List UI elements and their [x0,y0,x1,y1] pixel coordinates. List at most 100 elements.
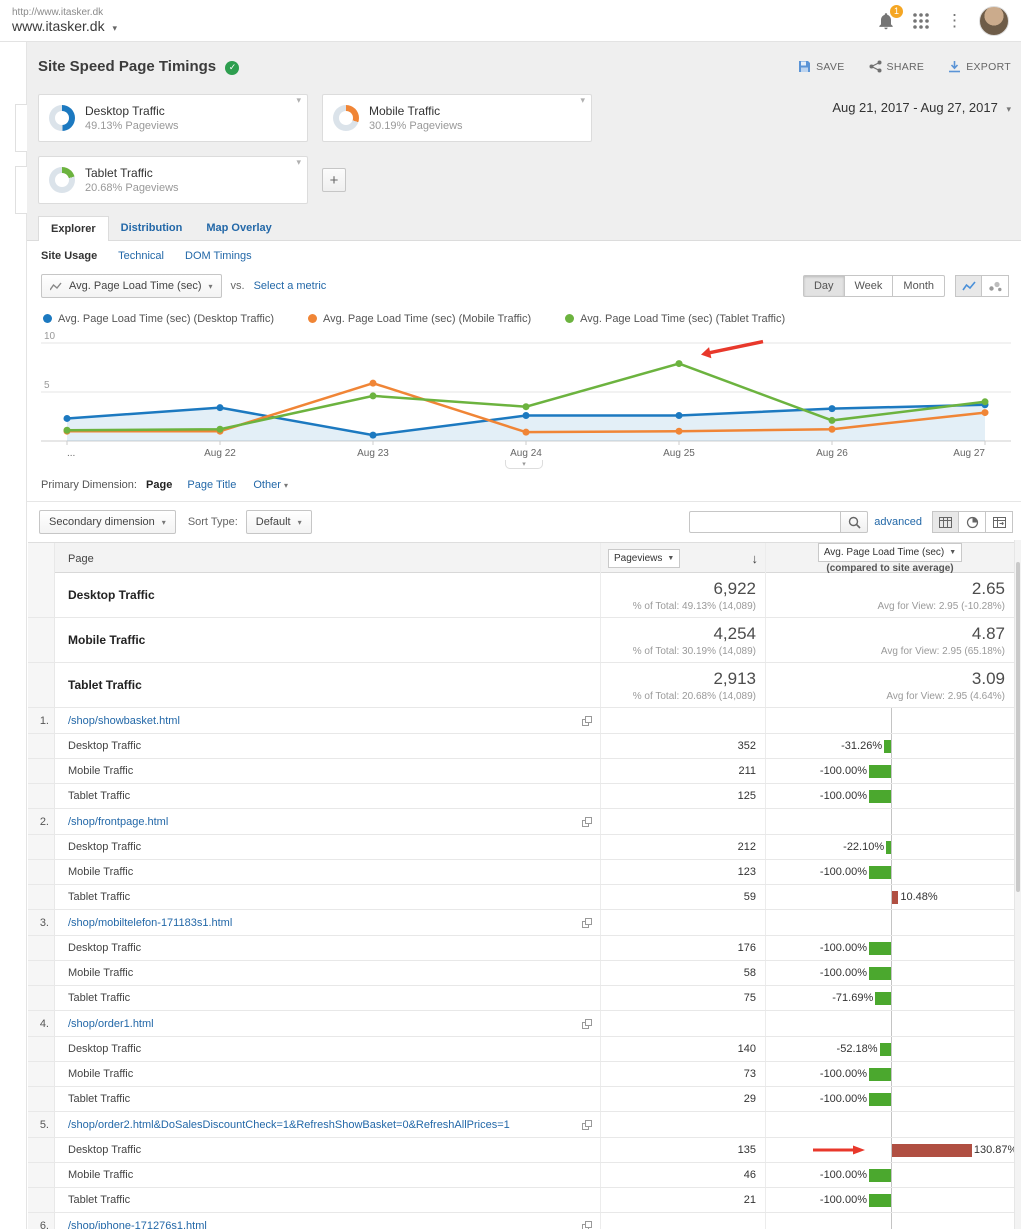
delta-positive-zone [891,1011,1014,1036]
delta-value: -100.00% [819,942,867,954]
open-in-new-icon[interactable] [582,816,592,827]
clipped-segment-card [15,166,27,214]
vertical-scrollbar[interactable] [1014,540,1021,1229]
percentage-view-button[interactable] [959,511,986,533]
pageviews-column-selector[interactable]: Pageviews ▼ [608,549,681,568]
page-link[interactable]: /shop/mobiltelefon-171183s1.html [68,916,233,929]
delta-cell [765,1112,1014,1137]
apps-grid-button[interactable] [912,12,930,30]
pageviews-cell [600,1213,765,1229]
granularity-day[interactable]: Day [802,275,845,297]
search-input[interactable] [689,511,842,533]
subtab-site-usage[interactable]: Site Usage [41,250,98,262]
row-index-cell [28,759,55,783]
timeline-chart[interactable]: 5 10... Aug 22 Aug 23 Aug 24 Aug 25 Aug 26 Aug … [41,329,1011,462]
metric-column-selector[interactable]: Avg. Page Load Time (sec) ▼ [817,543,963,562]
page-link[interactable]: /shop/showbasket.html [68,714,180,727]
search-button[interactable] [841,511,869,533]
segment-label: Tablet Traffic [68,790,131,802]
date-range-selector[interactable]: Aug 21, 2017 - Aug 27, 2017 ▾ [832,100,1011,115]
metric-selector[interactable]: Avg. Page Load Time (sec) ▾ [41,274,222,298]
delta-cell: -100.00% [765,1163,1014,1187]
delta-positive-zone [891,784,1014,808]
date-range-value: Aug 21, 2017 - Aug 27, 2017 [832,100,998,115]
pageviews-value: 4,254 [713,623,756,643]
open-in-new-icon[interactable] [582,1018,592,1029]
subtab-technical[interactable]: Technical [118,250,164,262]
page-link[interactable]: /shop/order2.html&DoSalesDiscountCheck=1… [68,1118,510,1131]
page-link[interactable]: /shop/order1.html [68,1017,154,1030]
account-name: www.itasker.dk [12,18,105,34]
chevron-down-icon[interactable]: ▾ [296,157,301,167]
delta-bar-green [869,764,891,778]
granularity-week[interactable]: Week [844,275,894,297]
delta-positive-zone [891,1213,1014,1229]
segment-card-tablet[interactable]: Tablet Traffic 20.68% Pageviews ▾ [38,156,308,204]
save-button[interactable]: SAVE [798,60,844,73]
line-chart-icon [961,281,976,291]
motion-chart-button[interactable] [982,275,1009,297]
dimension-page-title[interactable]: Page Title [187,479,237,491]
line-chart-button[interactable] [955,275,982,297]
pivot-view-button[interactable] [986,511,1013,533]
row-index-cell [28,734,55,758]
scrollbar-thumb[interactable] [1016,562,1020,892]
chart-collapse-handle[interactable]: ▾ [505,460,543,469]
add-segment-button[interactable]: + [322,168,346,192]
chevron-down-icon[interactable]: ▾ [296,95,301,105]
account-selector[interactable]: www.itasker.dk ▾ [12,18,117,34]
advanced-link[interactable]: advanced [874,516,922,528]
segment-card-mobile[interactable]: Mobile Traffic 30.19% Pageviews ▾ [322,94,592,142]
open-in-new-icon[interactable] [582,1119,592,1130]
open-in-new-icon[interactable] [582,715,592,726]
delta-value: -22.10% [843,841,885,853]
dimension-other[interactable]: Other ▾ [253,479,288,491]
page-row: 6. /shop/iphone-171276s1.html [28,1213,1014,1229]
sort-type-button[interactable]: Default ▾ [245,510,312,534]
row-index: 5. [28,1112,55,1137]
tab-map-overlay[interactable]: Map Overlay [206,222,272,234]
delta-value: -100.00% [819,1194,867,1206]
row-index-cell [28,618,55,662]
subtab-dom-timings[interactable]: DOM Timings [185,250,252,262]
page-title: Site Speed Page Timings [38,58,217,75]
select-metric-link[interactable]: Select a metric [253,280,327,292]
tab-explorer[interactable]: Explorer [38,216,109,241]
legend-dot-icon [43,314,52,323]
segment-name: Mobile Traffic [68,633,146,647]
row-index-cell [28,573,55,617]
sort-direction-icon[interactable]: ↓ [751,551,759,566]
metric-group-tabs: Site Usage Technical DOM Timings [27,241,1021,269]
export-icon [949,61,961,73]
share-button[interactable]: SHARE [869,60,925,73]
dimension-page[interactable]: Page [146,479,173,491]
tab-distribution[interactable]: Distribution [120,222,183,234]
avatar[interactable] [979,5,1009,36]
load-time-value: 2.65 [971,578,1005,598]
segment-card-desktop[interactable]: Desktop Traffic 49.13% Pageviews ▾ [38,94,308,142]
export-button[interactable]: EXPORT [948,60,1011,73]
overflow-menu-button[interactable]: ⋮ [946,11,963,30]
pageviews-cell [600,708,765,733]
delta-positive-zone: 130.87% [891,1138,1019,1162]
secondary-dimension-button[interactable]: Secondary dimension ▾ [39,510,176,534]
delta-value: -100.00% [819,967,867,979]
granularity-month[interactable]: Month [893,275,945,297]
notifications-button[interactable]: 1 [876,3,904,31]
delta-positive-zone [891,1188,1014,1212]
open-in-new-icon[interactable] [582,917,592,928]
summary-row: Mobile Traffic 4,254 % of Total: 30.19% (1… [28,618,1014,663]
delta-positive-zone [891,961,1014,985]
open-in-new-icon[interactable] [582,1220,592,1229]
chevron-down-icon: ▾ [1006,104,1011,114]
page-link[interactable]: /shop/frontpage.html [68,815,169,828]
load-time-note: Avg for View: 2.95 (65.18%) [880,645,1005,657]
chevron-down-icon[interactable]: ▾ [580,95,585,105]
svg-text:Aug 22: Aug 22 [204,448,236,459]
row-index-cell [28,663,55,707]
segment-sub-row: Desktop Traffic 352 -31.26% [28,734,1014,759]
delta-bar-red [892,890,899,904]
page-link[interactable]: /shop/iphone-171276s1.html [68,1219,207,1229]
data-view-button[interactable] [932,511,959,533]
delta-positive-zone [891,708,1014,733]
